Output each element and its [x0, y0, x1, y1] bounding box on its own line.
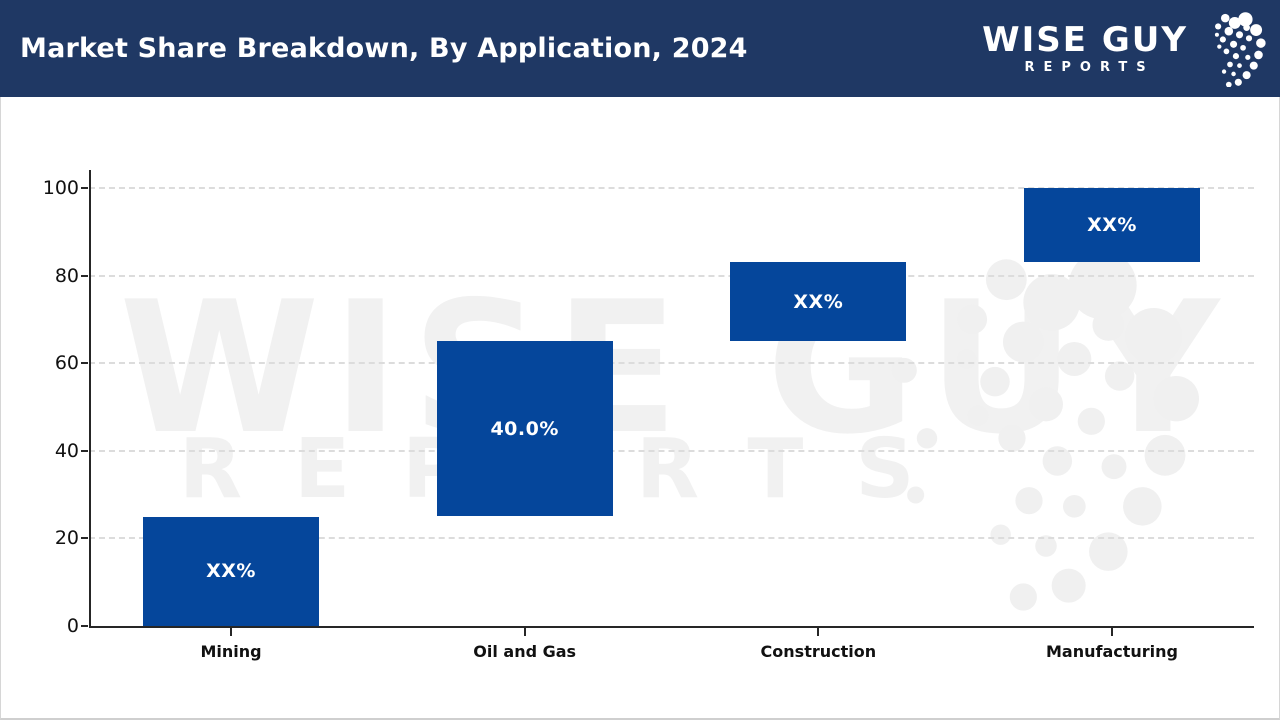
- bar-value-label: 40.0%: [490, 417, 559, 440]
- y-tick-60: [81, 362, 88, 365]
- y-tick-20: [81, 537, 88, 540]
- y-axis-line: [89, 170, 91, 628]
- watermark-head-icon: [891, 251, 1199, 611]
- y-tick-label: 80: [54, 264, 79, 287]
- gridline-40: [89, 449, 1254, 452]
- wiseguy-head-icon: [1214, 11, 1266, 87]
- logo-wiseguy-text: WISE GUY: [982, 19, 1188, 60]
- y-tick-label: 100: [42, 177, 79, 199]
- y-tick-label: 20: [54, 527, 79, 550]
- gridline-100: [89, 187, 1254, 189]
- gridline-80: [89, 274, 1254, 277]
- bar-construction[interactable]: XX%: [730, 262, 907, 342]
- y-tick-label: 40: [54, 439, 79, 462]
- x-category-label: Manufacturing: [1046, 642, 1178, 661]
- y-tick-100: [81, 187, 88, 189]
- chart-body: WISE GUY REPORTS 020406080100XX%Mining40…: [0, 97, 1280, 720]
- y-tick-80: [81, 274, 88, 277]
- gridline-20: [89, 537, 1254, 540]
- y-tick-40: [81, 449, 88, 452]
- logo-reports-text: REPORTS: [1024, 59, 1155, 75]
- x-tick-2: [817, 628, 820, 636]
- header: Market Share Breakdown, By Application, …: [0, 0, 1280, 97]
- bar-mining[interactable]: XX%: [143, 516, 319, 626]
- x-axis-line: [89, 626, 1254, 628]
- wiseguy-logo: WISE GUY REPORTS: [982, 11, 1280, 87]
- y-tick-label: 0: [66, 615, 79, 637]
- bar-manufacturing[interactable]: XX%: [1024, 188, 1200, 263]
- y-tick-0: [81, 625, 88, 627]
- gridline-60: [89, 362, 1254, 365]
- x-category-label: Construction: [760, 642, 877, 661]
- x-tick-0: [230, 628, 232, 636]
- bar-value-label: XX%: [793, 290, 844, 313]
- x-tick-1: [523, 628, 526, 636]
- x-category-label: Mining: [200, 642, 262, 661]
- bar-value-label: XX%: [206, 560, 256, 583]
- x-category-label: Oil and Gas: [473, 642, 577, 661]
- x-tick-3: [1111, 628, 1113, 636]
- bar-oil-and-gas[interactable]: 40.0%: [436, 341, 613, 517]
- page-title: Market Share Breakdown, By Application, …: [20, 33, 748, 64]
- y-tick-label: 60: [54, 352, 79, 375]
- bar-value-label: XX%: [1087, 214, 1137, 237]
